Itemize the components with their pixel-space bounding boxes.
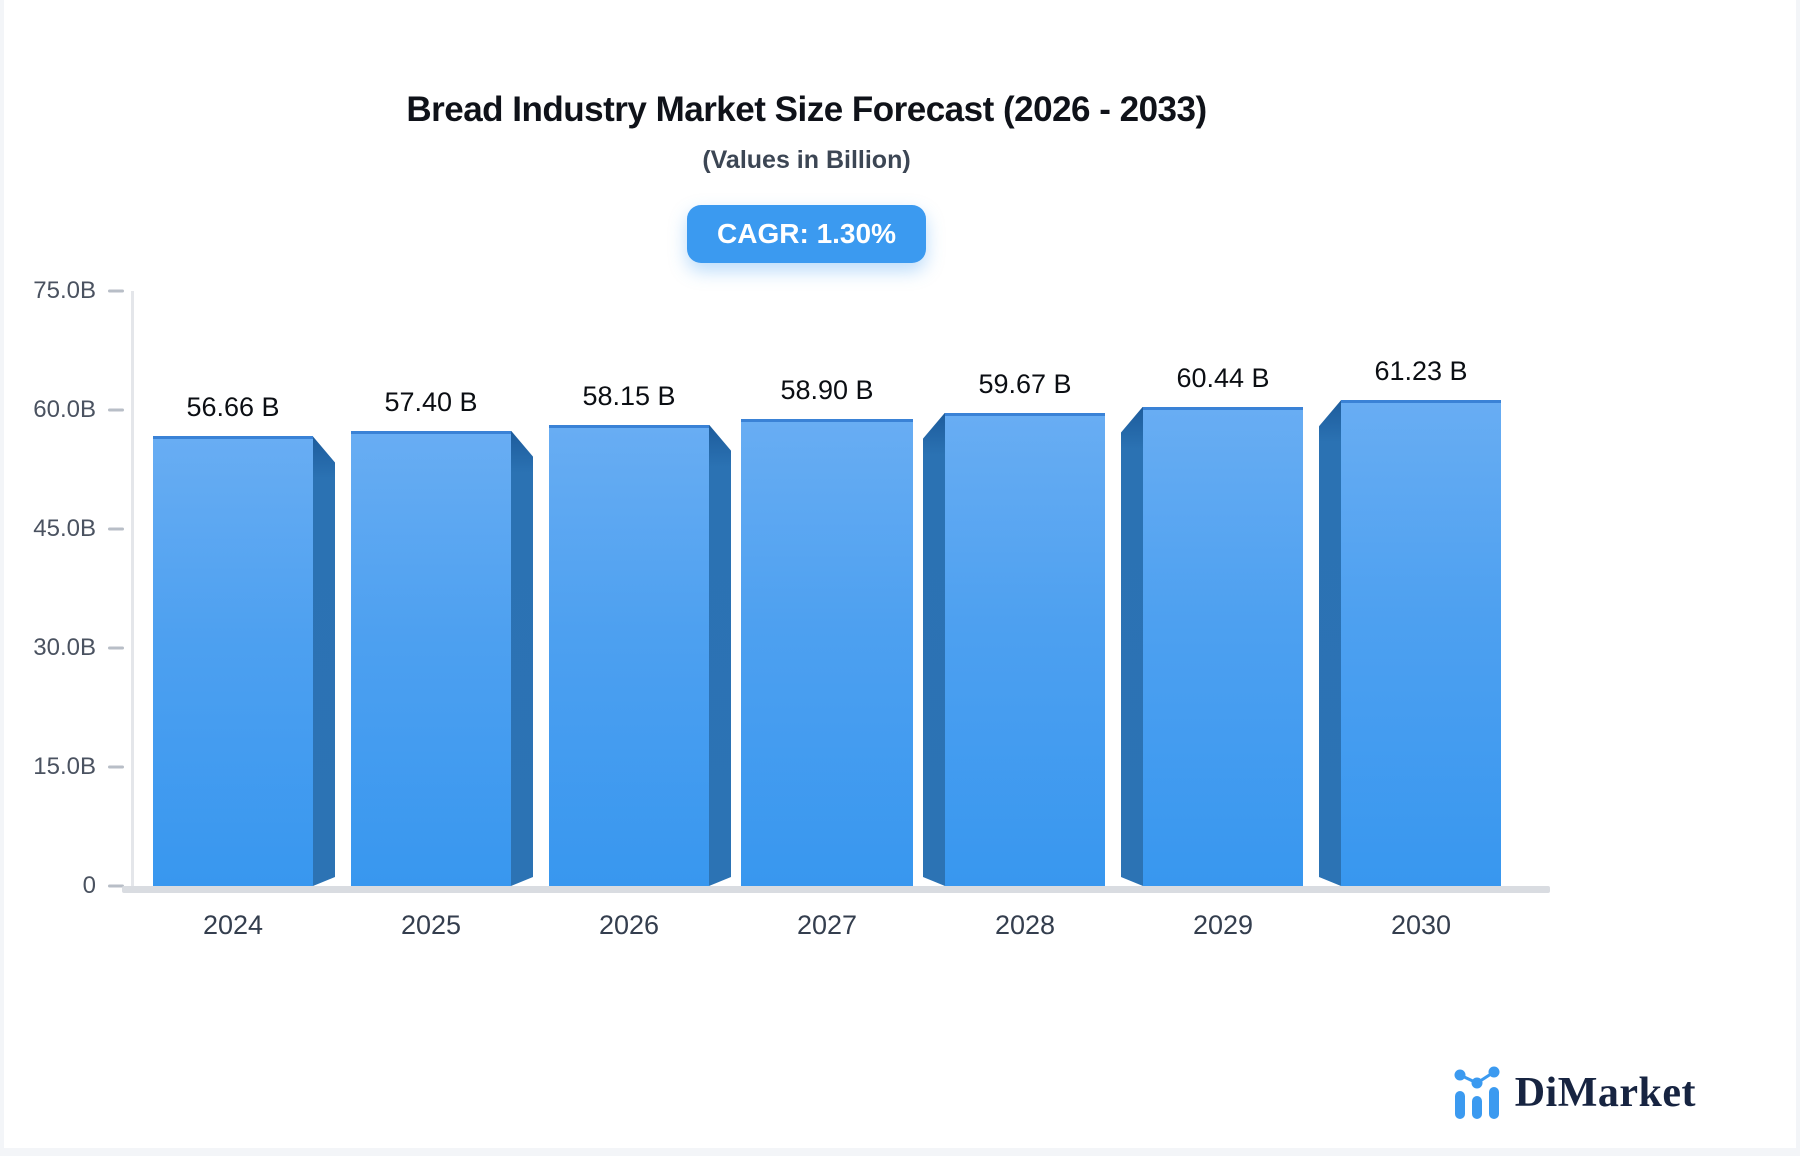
- bar-value-label: 60.44 B: [1176, 362, 1270, 393]
- bar-value-label: 59.67 B: [978, 368, 1072, 399]
- bar-3d-side: [511, 431, 533, 886]
- bar-2028: [945, 412, 1105, 886]
- bar-3d-side: [709, 425, 731, 886]
- bar-chart: 75.0B 60.0B 45.0B 30.0B 15.0B 0 56.66 B 2024 57.…: [4, 0, 1800, 1156]
- y-axis-tick-label: 75.0B: [33, 277, 96, 304]
- y-axis-tick-label: 60.0B: [33, 396, 96, 423]
- y-axis-tick-mark: [108, 646, 124, 650]
- bar-2030: [1341, 400, 1501, 886]
- bar-value-label: 57.40 B: [384, 386, 478, 417]
- chart-header: Bread Industry Market Size Forecast (202…: [4, 90, 1609, 263]
- y-axis-tick-mark: [108, 408, 124, 412]
- bar-value-label: 58.90 B: [780, 374, 874, 405]
- x-axis-label-2028: 2028: [994, 910, 1056, 940]
- bar-3d-side: [923, 413, 945, 886]
- cagr-badge: CAGR: 1.30%: [687, 205, 926, 263]
- bar-value-label: 58.15 B: [582, 380, 676, 411]
- x-axis-label-2030: 2030: [1390, 910, 1452, 940]
- y-axis-tick-mark: [108, 765, 124, 769]
- bar-2026: [549, 424, 709, 886]
- y-axis-tick-label: 15.0B: [33, 753, 96, 780]
- y-axis-tick-label: 30.0B: [33, 634, 96, 661]
- bar-2029: [1143, 406, 1303, 886]
- bar-2025: [351, 430, 511, 886]
- x-axis-label-2027: 2027: [796, 910, 858, 940]
- bar-2024: [153, 436, 313, 886]
- y-axis-tick-mark: [108, 289, 124, 293]
- bar-3d-side: [313, 436, 335, 886]
- y-axis-tick-label: 45.0B: [33, 515, 96, 542]
- chart-card: Bread Industry Market Size Forecast (202…: [4, 0, 1796, 1148]
- dimarket-logo: DiMarket: [1452, 1066, 1696, 1120]
- x-axis-label-2024: 2024: [202, 910, 264, 940]
- y-axis-line: [131, 291, 134, 886]
- chart-title: Bread Industry Market Size Forecast (202…: [406, 90, 1207, 129]
- x-axis-label-2029: 2029: [1192, 910, 1254, 940]
- bar-3d-side: [1319, 400, 1341, 886]
- chart-subtitle: (Values in Billion): [702, 146, 911, 174]
- y-axis-tick-mark: [108, 884, 124, 888]
- x-axis-label-2025: 2025: [400, 910, 462, 940]
- mini-bar-chart-icon: [1454, 1066, 1500, 1119]
- bar-value-label: 56.66 B: [186, 392, 280, 423]
- x-axis-baseline: [122, 886, 1550, 893]
- x-axis-label-2026: 2026: [598, 910, 660, 940]
- bar-value-label: 61.23 B: [1374, 356, 1468, 387]
- logo-text: DiMarket: [1514, 1070, 1696, 1116]
- y-axis-tick-label: 0: [82, 872, 96, 899]
- y-axis-tick-mark: [108, 527, 124, 531]
- bar-3d-side: [1121, 407, 1143, 886]
- bar-2027: [741, 418, 913, 886]
